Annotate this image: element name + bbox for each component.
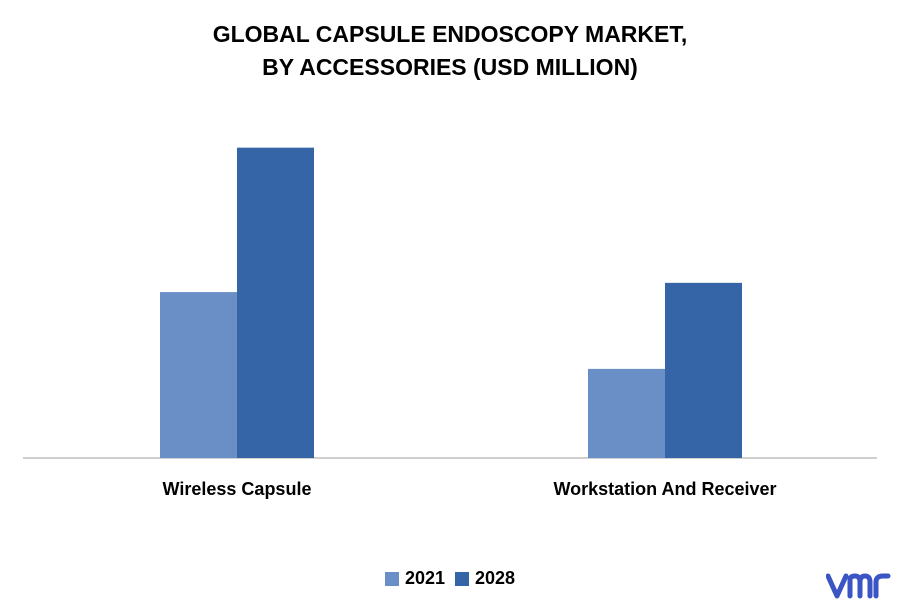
legend-item-2028: 2028 [455, 568, 515, 589]
x-tick-label: Wireless Capsule [163, 479, 312, 499]
chart-title-line-1: GLOBAL CAPSULE ENDOSCOPY MARKET, [212, 21, 688, 47]
legend-label-2021: 2021 [404, 568, 445, 588]
chart-title-line-2: BY ACCESSORIES (USD MILLION) [262, 54, 638, 80]
legend: 2021 2028 [0, 568, 900, 589]
bar-2021-wireless-capsule [160, 292, 237, 458]
legend-label-2028: 2028 [475, 568, 516, 588]
legend-swatch-2028 [455, 571, 469, 586]
bar-2021-workstation-and-receiver [588, 368, 665, 458]
legend-swatch-2021 [384, 571, 399, 586]
bar-2028-wireless-capsule [237, 147, 314, 458]
legend-item-2021: 2021 [384, 568, 445, 589]
x-tick-label: Workstation And Receiver [553, 479, 776, 499]
chart-title: GLOBAL CAPSULE ENDOSCOPY MARKET, BY ACCE… [0, 18, 900, 84]
bar-2028-workstation-and-receiver [665, 282, 742, 458]
vmr-logo [826, 573, 891, 599]
